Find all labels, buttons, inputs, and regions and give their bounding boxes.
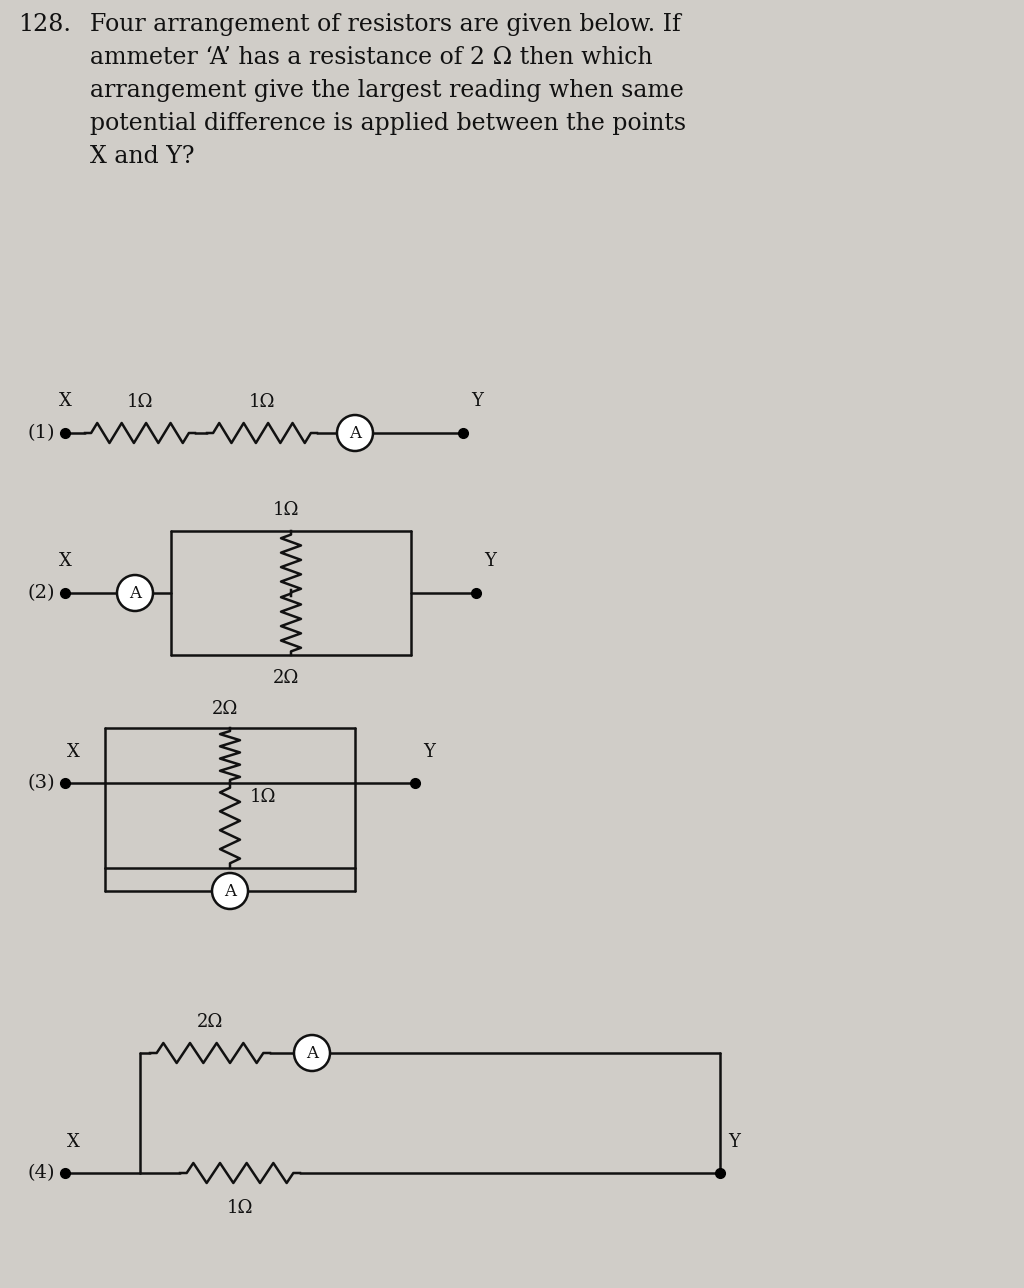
Text: 1Ω: 1Ω xyxy=(127,393,154,411)
Circle shape xyxy=(212,873,248,909)
Text: X: X xyxy=(58,392,72,410)
Text: A: A xyxy=(224,882,236,899)
Text: 1Ω: 1Ω xyxy=(226,1199,253,1217)
Text: A: A xyxy=(129,585,141,601)
Text: 128.: 128. xyxy=(18,13,71,36)
Circle shape xyxy=(337,415,373,451)
Text: X: X xyxy=(67,1133,80,1151)
Text: Y: Y xyxy=(484,553,496,571)
Text: X: X xyxy=(67,743,80,761)
Text: (2): (2) xyxy=(28,583,55,601)
Text: (4): (4) xyxy=(28,1164,55,1182)
Text: X: X xyxy=(58,553,72,571)
Text: 2Ω: 2Ω xyxy=(212,699,239,717)
Circle shape xyxy=(117,574,153,611)
Text: 2Ω: 2Ω xyxy=(272,668,299,687)
Text: 1Ω: 1Ω xyxy=(250,788,276,806)
Text: (1): (1) xyxy=(28,424,55,442)
Text: 1Ω: 1Ω xyxy=(272,501,299,519)
Text: A: A xyxy=(349,425,361,442)
Text: Four arrangement of resistors are given below. If
ammeter ‘A’ has a resistance o: Four arrangement of resistors are given … xyxy=(90,13,686,167)
Text: Y: Y xyxy=(471,392,483,410)
Text: A: A xyxy=(306,1045,318,1061)
Text: 1Ω: 1Ω xyxy=(249,393,275,411)
Text: (3): (3) xyxy=(28,774,55,792)
Text: Y: Y xyxy=(728,1133,740,1151)
Text: Y: Y xyxy=(423,743,435,761)
Circle shape xyxy=(294,1036,330,1072)
Text: 2Ω: 2Ω xyxy=(197,1012,223,1030)
